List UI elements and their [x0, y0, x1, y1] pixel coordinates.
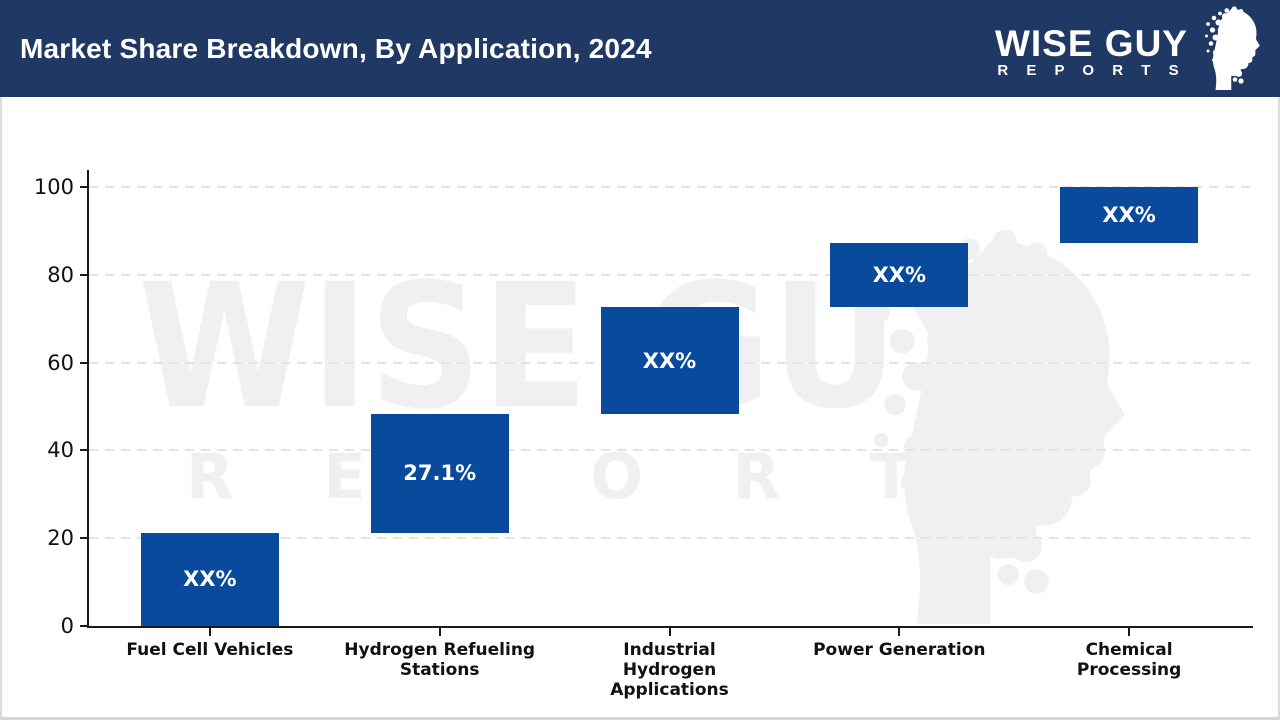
x-tick-hydrogen-refueling-stations [438, 628, 441, 636]
x-axis-line [87, 626, 1253, 628]
bar-chemical-processing: XX% [1060, 187, 1199, 243]
logo-head-icon [1190, 6, 1268, 90]
x-tick-chemical-processing [1128, 628, 1131, 636]
gridline-40 [89, 449, 1253, 452]
y-axis-line [87, 170, 89, 628]
bar-value-label-industrial-hydrogen-applications: XX% [642, 348, 697, 373]
y-tick-label-100: 100 [33, 175, 74, 199]
x-label-power-generation: Power Generation [813, 640, 986, 660]
chart-title: Market Share Breakdown, By Application, … [20, 32, 652, 64]
bar-fuel-cell-vehicles: XX% [140, 532, 279, 626]
x-tick-industrial-hydrogen-applications [668, 628, 671, 636]
y-tick-80 [80, 273, 88, 276]
wise-guy-logo: WISE GUY R E P O R T S [995, 4, 1268, 90]
y-tick-label-40: 40 [47, 438, 74, 463]
y-tick-40 [80, 449, 88, 452]
y-tick-60 [80, 361, 88, 364]
logo-text: WISE GUY R E P O R T S [994, 22, 1188, 79]
y-tick-0 [80, 625, 88, 627]
gridline-100 [89, 186, 1253, 188]
bar-hydrogen-refueling-stations: 27.1% [370, 413, 509, 533]
x-label-industrial-hydrogen-applications: Industrial Hydrogen Applications [610, 640, 729, 700]
x-tick-fuel-cell-vehicles [208, 628, 211, 636]
bar-industrial-hydrogen-applications: XX% [600, 307, 739, 414]
bar-value-label-power-generation: XX% [872, 263, 927, 288]
x-label-fuel-cell-vehicles: Fuel Cell Vehicles [126, 640, 294, 660]
bar-value-label-chemical-processing: XX% [1102, 202, 1156, 227]
bar-value-label-fuel-cell-vehicles: XX% [183, 567, 237, 592]
y-tick-label-60: 60 [47, 350, 74, 375]
bar-value-label-hydrogen-refueling-stations: 27.1% [403, 461, 477, 486]
logo-subtitle: R E P O R T S [997, 61, 1186, 79]
gridline-80 [89, 273, 1253, 276]
y-tick-label-20: 20 [47, 526, 74, 551]
x-tick-power-generation [898, 628, 901, 636]
x-label-chemical-processing: Chemical Processing [1076, 640, 1182, 680]
header: Market Share Breakdown, By Application, … [0, 0, 1280, 97]
x-label-hydrogen-refueling-stations: Hydrogen Refueling Stations [344, 640, 536, 680]
y-tick-20 [80, 537, 88, 540]
y-tick-label-0: 0 [60, 614, 74, 638]
gridline-20 [89, 537, 1253, 540]
y-tick-100 [80, 186, 88, 188]
logo-wordmark: WISE GUY [994, 22, 1188, 64]
bar-power-generation: XX% [830, 242, 969, 308]
y-tick-label-80: 80 [47, 262, 74, 287]
